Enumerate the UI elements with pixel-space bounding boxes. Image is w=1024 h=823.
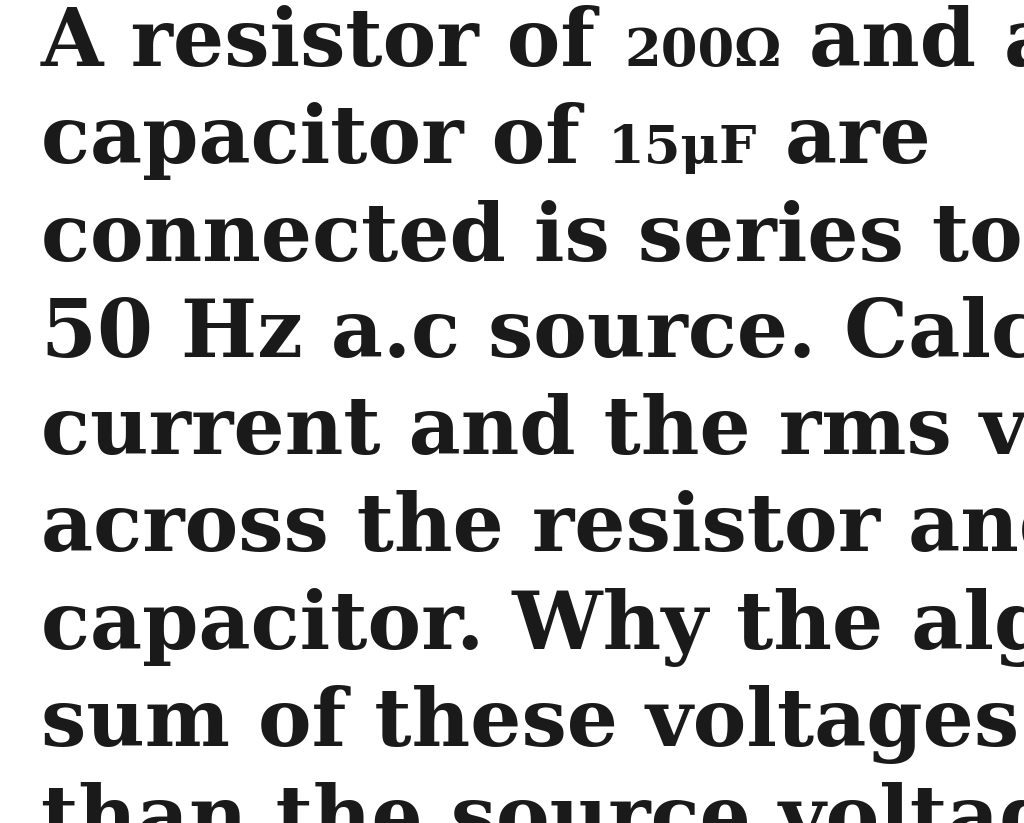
Text: sum of these voltages is more: sum of these voltages is more — [41, 685, 1024, 764]
Text: across the resistor and the: across the resistor and the — [41, 491, 1024, 569]
Text: A resistor of: A resistor of — [41, 5, 624, 83]
Text: 50 Hz a.c source. Calculate the: 50 Hz a.c source. Calculate the — [41, 296, 1024, 374]
Text: connected is series to a 220 V,: connected is series to a 220 V, — [41, 199, 1024, 277]
Text: than the source voltage?: than the source voltage? — [41, 782, 1024, 823]
Text: 200Ω: 200Ω — [624, 26, 781, 77]
Text: capacitor of: capacitor of — [41, 102, 608, 180]
Text: and a: and a — [781, 5, 1024, 83]
Text: 15μF: 15μF — [608, 123, 758, 174]
Text: are: are — [758, 102, 932, 180]
Text: capacitor. Why the algebraic: capacitor. Why the algebraic — [41, 588, 1024, 667]
Text: current and the rms voltage: current and the rms voltage — [41, 393, 1024, 472]
